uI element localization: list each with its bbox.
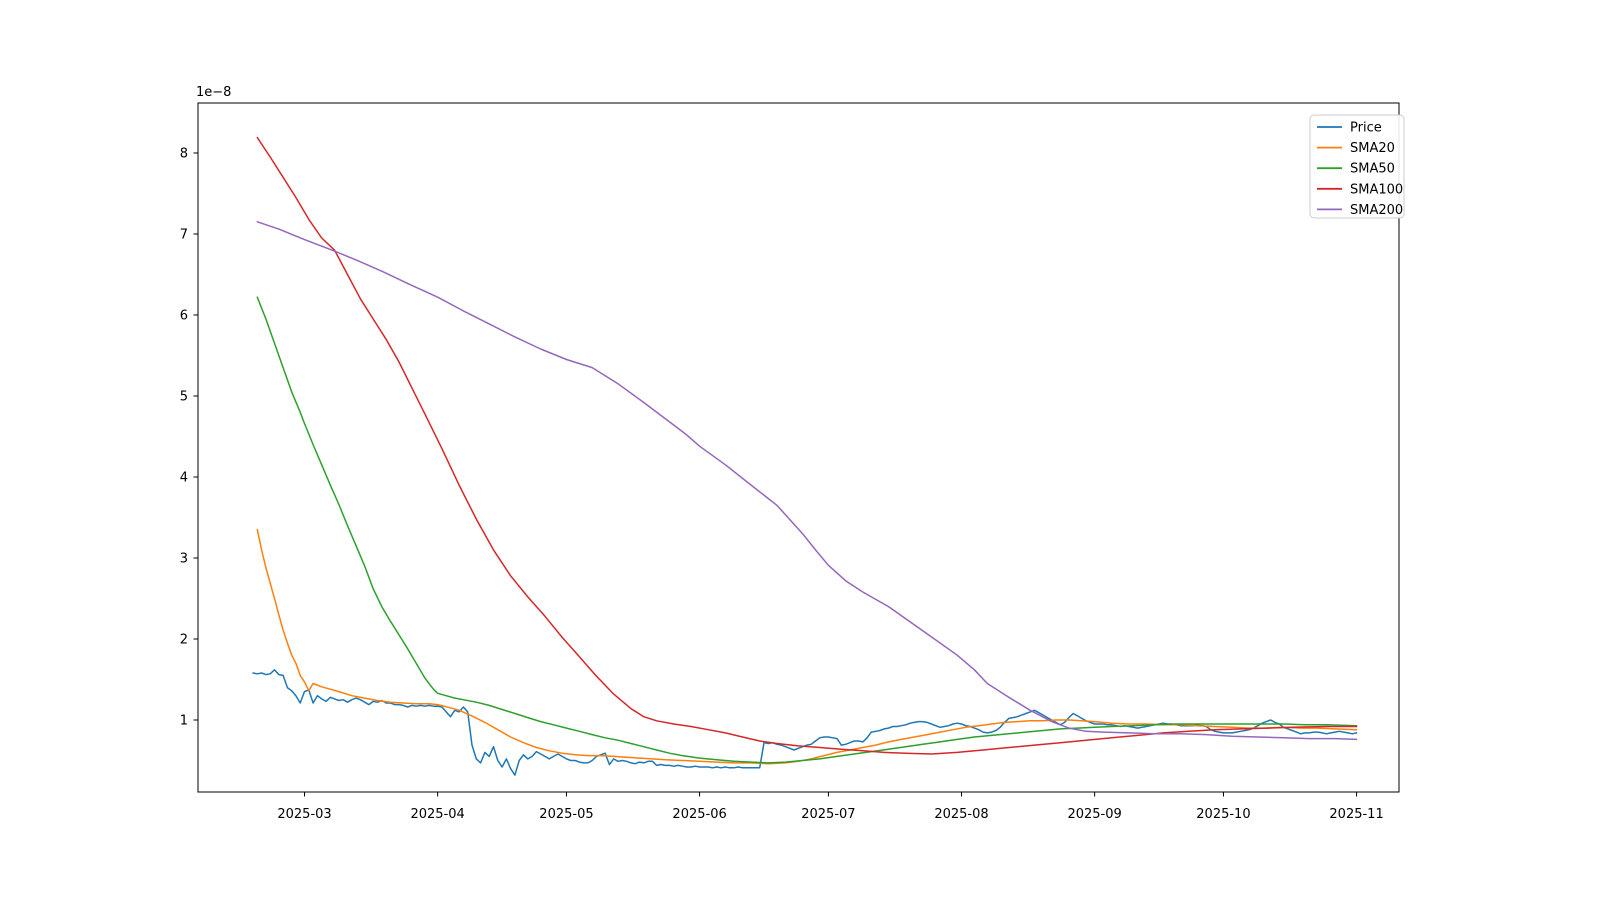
y-axis-offset-text: 1e−8 bbox=[196, 85, 231, 100]
sma20-line bbox=[256, 528, 1358, 765]
y-tick-label: 5 bbox=[180, 389, 188, 404]
sma100-line bbox=[256, 136, 1358, 755]
legend-label-price: Price bbox=[1350, 121, 1382, 136]
legend-label-sma20: SMA20 bbox=[1350, 141, 1395, 156]
sma50-line bbox=[256, 296, 1358, 764]
y-tick-label: 3 bbox=[180, 551, 188, 566]
x-tick-label: 2025-05 bbox=[539, 807, 593, 822]
x-tick-label: 2025-07 bbox=[801, 807, 855, 822]
y-tick-label: 1 bbox=[180, 713, 188, 728]
x-tick-label: 2025-03 bbox=[277, 807, 331, 822]
y-tick-label: 2 bbox=[180, 632, 188, 647]
legend-box bbox=[1309, 114, 1405, 219]
x-tick-label: 2025-04 bbox=[410, 807, 464, 822]
x-tick-label: 2025-09 bbox=[1067, 807, 1121, 822]
y-tick-label: 8 bbox=[180, 146, 188, 161]
x-tick-label: 2025-08 bbox=[934, 807, 988, 822]
x-tick-label: 2025-11 bbox=[1329, 807, 1383, 822]
x-tick-label: 2025-06 bbox=[672, 807, 726, 822]
y-tick-label: 4 bbox=[180, 470, 188, 485]
legend-label-sma100: SMA100 bbox=[1350, 182, 1403, 197]
axes-spines bbox=[197, 102, 1400, 793]
y-tick-label: 7 bbox=[180, 227, 188, 242]
legend-label-sma200: SMA200 bbox=[1350, 203, 1403, 218]
sma200-line bbox=[256, 221, 1358, 741]
y-tick-label: 6 bbox=[180, 308, 188, 323]
x-tick-label: 2025-10 bbox=[1196, 807, 1250, 822]
legend-label-sma50: SMA50 bbox=[1350, 162, 1395, 177]
